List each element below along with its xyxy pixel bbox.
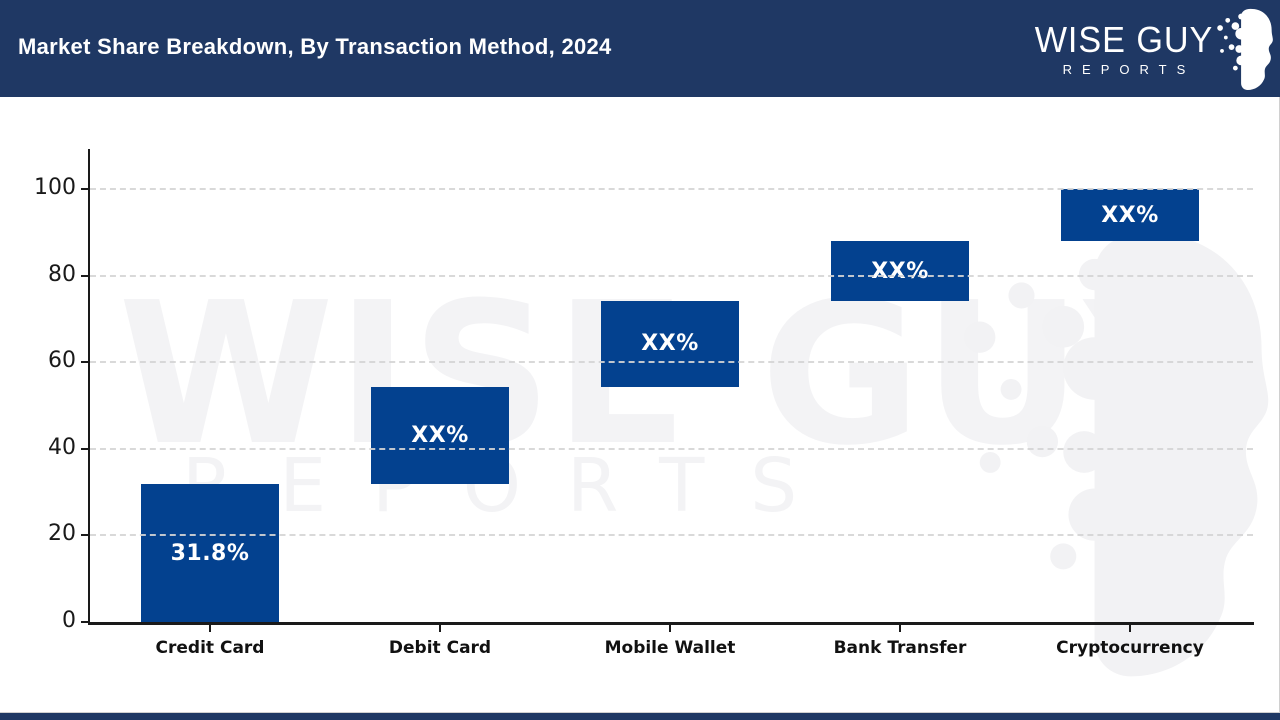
logo-face-icon xyxy=(1217,8,1273,91)
bar-value-label-credit-card: 31.8% xyxy=(170,540,250,566)
wise-guy-logo: WISE GUY REPORTS xyxy=(1030,4,1274,94)
gridline-60 xyxy=(90,361,1253,364)
bar-debit-card: XX% xyxy=(371,386,509,485)
bar-credit-card: 31.8% xyxy=(141,484,279,622)
category-label-bank-transfer: Bank Transfer xyxy=(833,638,967,658)
x-tick-cryptocurrency xyxy=(1129,625,1131,632)
category-label-cryptocurrency: Cryptocurrency xyxy=(1056,638,1204,658)
y-tick-label-40: 40 xyxy=(48,434,76,460)
logo-wordmark-line2: REPORTS xyxy=(1062,62,1196,77)
x-tick-bank-transfer xyxy=(899,625,901,632)
y-tick-20 xyxy=(81,534,88,537)
y-tick-label-60: 60 xyxy=(48,348,76,374)
category-label-mobile-wallet: Mobile Wallet xyxy=(604,638,736,658)
gridline-20 xyxy=(90,534,1253,537)
y-tick-label-20: 20 xyxy=(48,521,76,547)
category-label-debit-card: Debit Card xyxy=(388,638,492,658)
y-tick-60 xyxy=(81,361,88,364)
y-tick-label-100: 100 xyxy=(34,175,76,200)
y-tick-label-0: 0 xyxy=(62,608,76,633)
y-tick-label-80: 80 xyxy=(48,261,76,287)
page-title: Market Share Breakdown, By Transaction M… xyxy=(18,34,612,59)
bar-value-label-bank-transfer: XX% xyxy=(871,258,929,284)
bar-mobile-wallet: XX% xyxy=(601,300,739,387)
x-tick-debit-card xyxy=(439,625,441,632)
x-tick-credit-card xyxy=(209,625,211,632)
footer-bar xyxy=(0,713,1280,720)
x-tick-mobile-wallet xyxy=(669,625,671,632)
gridline-100 xyxy=(90,188,1253,190)
y-tick-0 xyxy=(81,621,88,623)
y-tick-100 xyxy=(81,188,88,190)
chart-canvas: WISE GUY REPORTS 31.8% Credit Card XX% Debi… xyxy=(0,97,1280,713)
y-tick-80 xyxy=(81,274,88,277)
y-axis-line xyxy=(88,149,90,624)
bar-bank-transfer: XX% xyxy=(831,241,969,301)
header-bar: Market Share Breakdown, By Transaction M… xyxy=(0,0,1280,97)
bar-value-label-debit-card: XX% xyxy=(411,423,469,449)
watermark-face-icon xyxy=(964,232,1269,677)
y-tick-40 xyxy=(81,447,88,450)
gridline-80 xyxy=(90,274,1253,277)
x-axis-line xyxy=(88,622,1254,625)
logo-wordmark-line1: WISE GUY xyxy=(1034,19,1214,60)
bar-value-label-mobile-wallet: XX% xyxy=(641,331,699,357)
logo-wordmark: WISE GUY REPORTS xyxy=(1030,19,1218,78)
bar-value-label-cryptocurrency: XX% xyxy=(1101,202,1159,228)
category-label-credit-card: Credit Card xyxy=(155,638,265,658)
gridline-40 xyxy=(90,447,1253,450)
bar-cryptocurrency: XX% xyxy=(1061,189,1199,242)
plot-area: 31.8% Credit Card XX% Debit Card XX% Mobile W… xyxy=(0,97,1279,712)
